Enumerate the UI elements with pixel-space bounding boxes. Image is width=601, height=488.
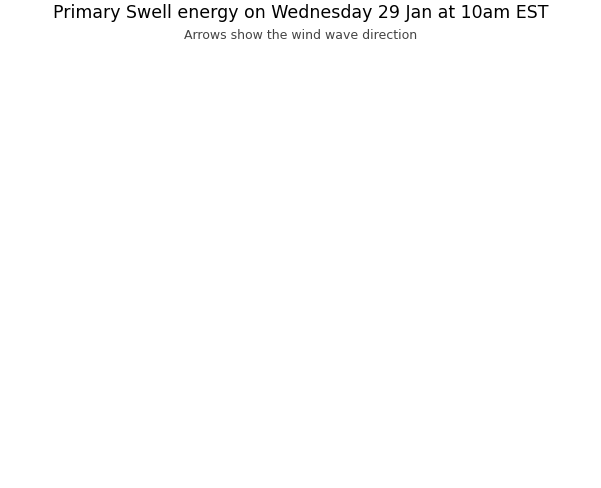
Text: Cartopy not available: Cartopy not available <box>196 258 405 276</box>
Text: Arrows show the wind wave direction: Arrows show the wind wave direction <box>184 29 417 42</box>
Text: Primary Swell energy on Wednesday 29 Jan at 10am EST: Primary Swell energy on Wednesday 29 Jan… <box>53 4 548 22</box>
